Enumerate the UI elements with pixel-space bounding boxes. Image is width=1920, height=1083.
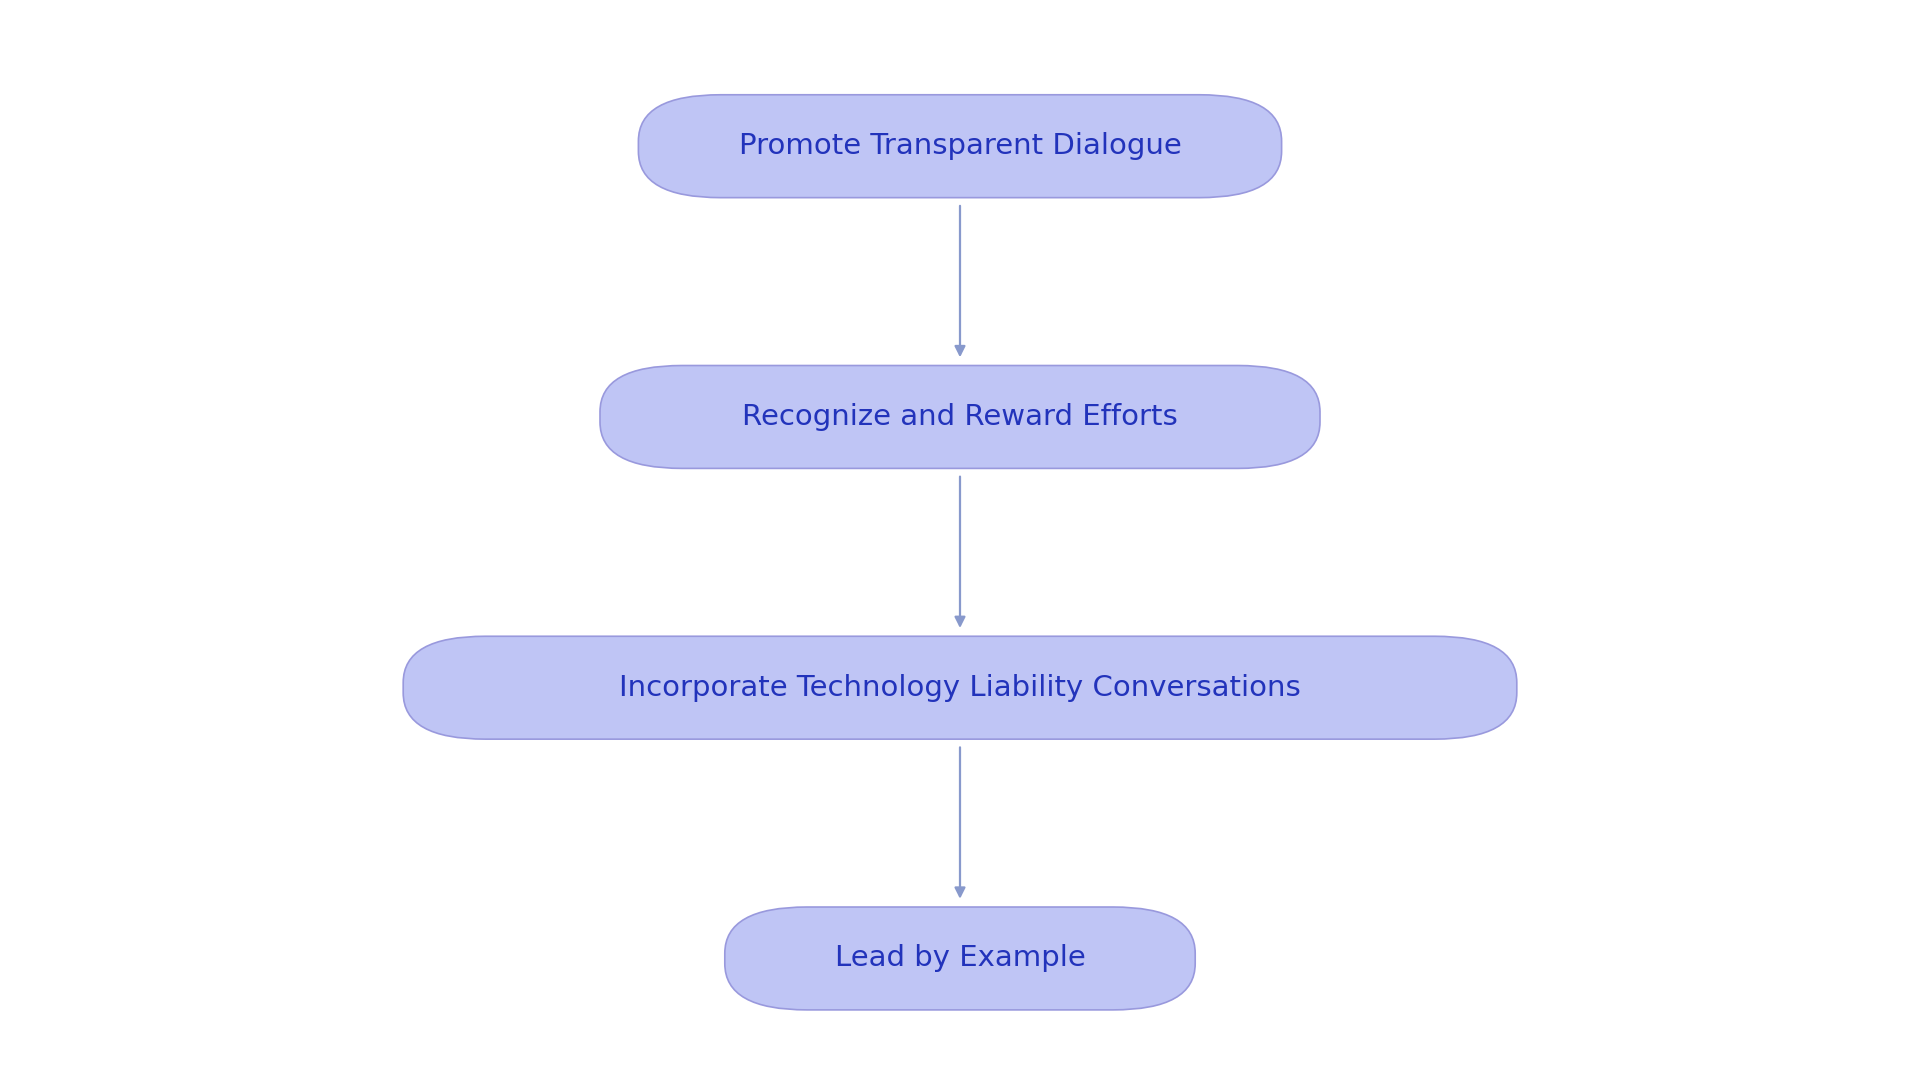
Text: Promote Transparent Dialogue: Promote Transparent Dialogue (739, 132, 1181, 160)
Text: Recognize and Reward Efforts: Recognize and Reward Efforts (743, 403, 1177, 431)
FancyBboxPatch shape (599, 366, 1321, 469)
Text: Incorporate Technology Liability Conversations: Incorporate Technology Liability Convers… (618, 674, 1302, 702)
FancyBboxPatch shape (637, 95, 1283, 198)
FancyBboxPatch shape (403, 637, 1517, 739)
FancyBboxPatch shape (724, 908, 1194, 1009)
Text: Lead by Example: Lead by Example (835, 944, 1085, 973)
